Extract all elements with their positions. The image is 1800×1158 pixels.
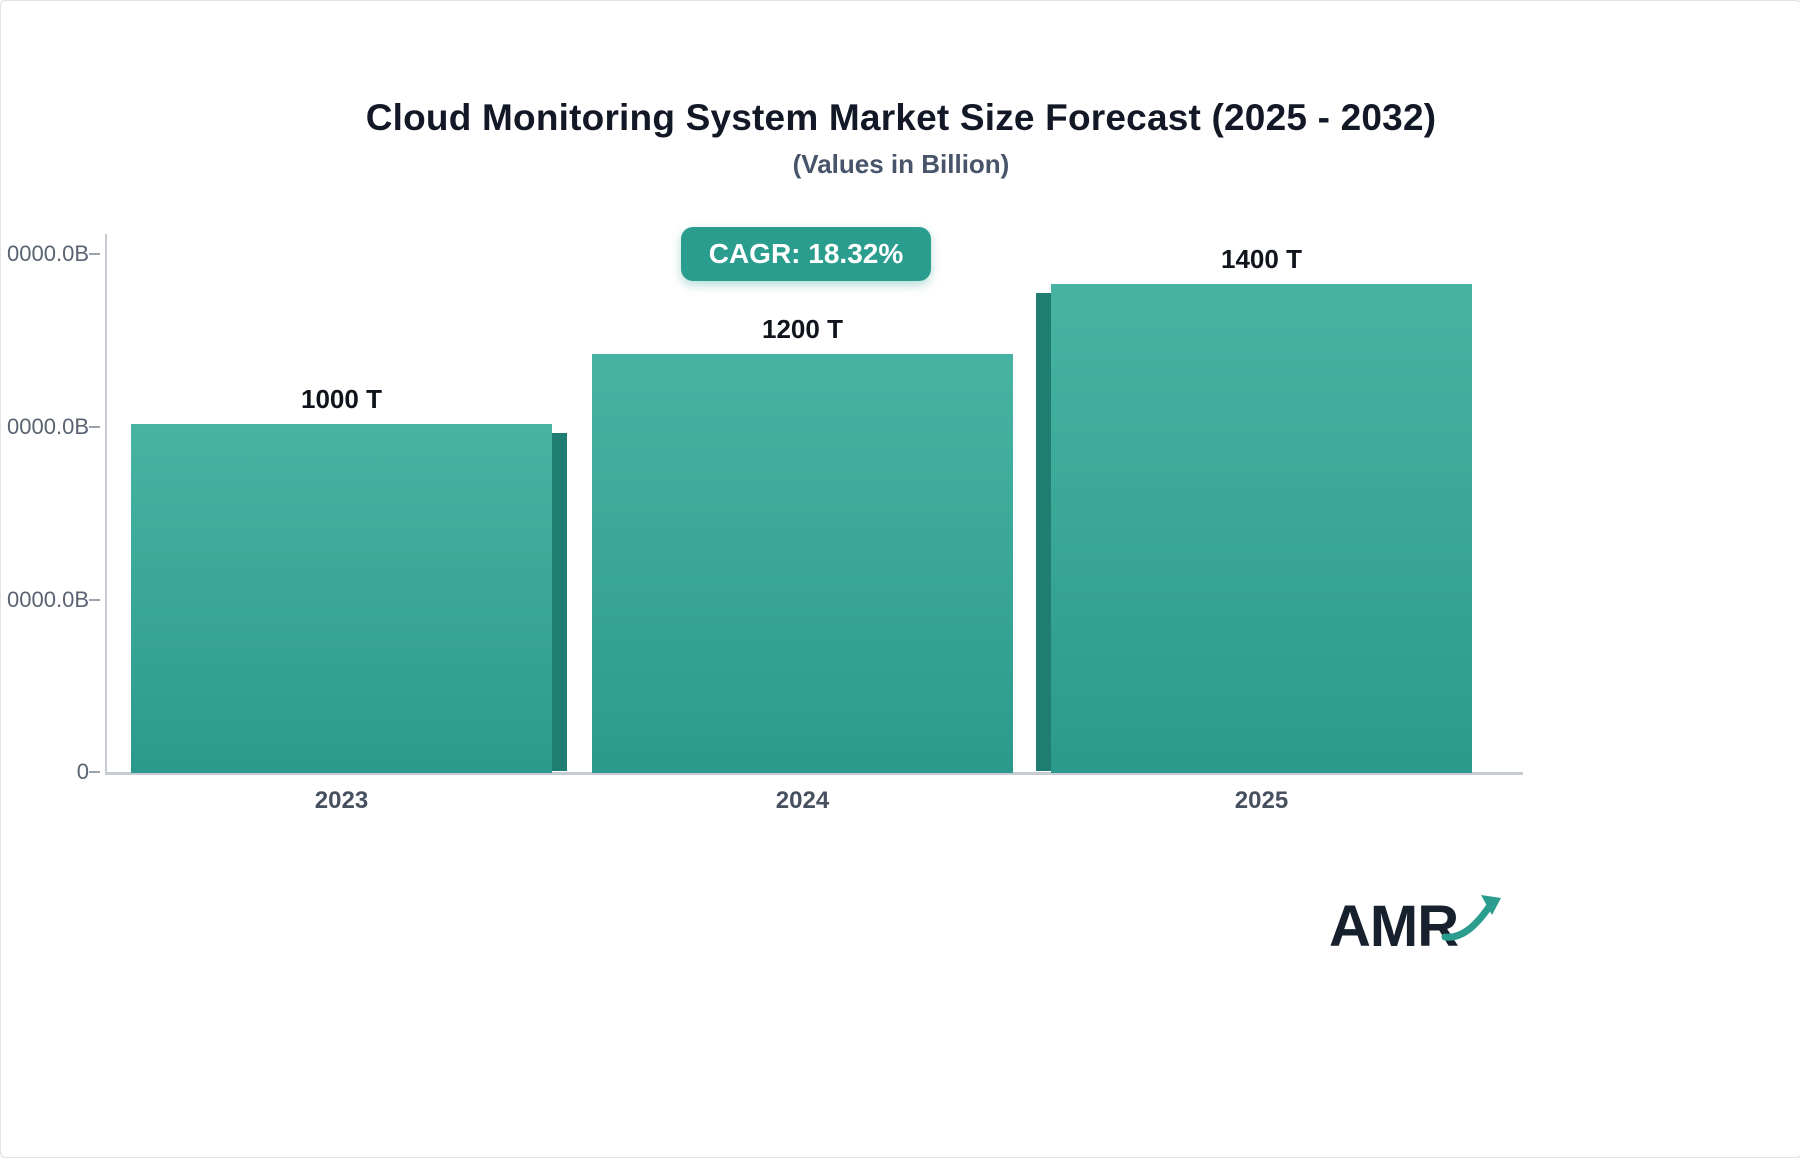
y-axis-tick-mark xyxy=(89,253,100,255)
y-axis-tick-label: 0 xyxy=(76,759,89,784)
y-axis-line xyxy=(105,234,107,774)
bar-value-label-2023: 1000 T xyxy=(301,384,382,414)
bar-2025 xyxy=(1051,284,1472,773)
amr-logo: AMR xyxy=(1329,891,1509,963)
y-axis-tick-mark xyxy=(89,599,100,601)
y-axis-tick-mark xyxy=(89,426,100,428)
chart-subtitle: (Values in Billion) xyxy=(792,149,1010,179)
x-axis-category-2024: 2024 xyxy=(775,787,830,814)
bar-value-label-2025: 1400 T xyxy=(1221,244,1302,274)
amr-logo-text: AMR xyxy=(1329,894,1459,959)
bar-3d-side-2023 xyxy=(552,433,567,771)
y-axis-tick-label: 0000.0B xyxy=(7,414,89,439)
x-axis-category-2023: 2023 xyxy=(314,787,369,814)
growth-arrow-icon xyxy=(1441,895,1501,941)
cagr-badge-label: CAGR: 18.32% xyxy=(708,238,904,269)
bar-2024 xyxy=(592,354,1013,773)
y-axis-tick-mark xyxy=(89,771,100,773)
cagr-badge: CAGR: 18.32% xyxy=(681,227,931,281)
y-axis-tick-label: 0000.0B xyxy=(7,587,89,612)
bar-3d-side-2025 xyxy=(1036,293,1051,771)
x-axis-line xyxy=(105,772,1523,775)
bar-2023 xyxy=(131,424,552,773)
x-axis-category-2025: 2025 xyxy=(1234,787,1289,814)
chart-title: Cloud Monitoring System Market Size Fore… xyxy=(365,97,1437,138)
y-axis-tick-label: 0000.0B xyxy=(7,241,89,266)
bar-value-label-2024: 1200 T xyxy=(762,314,843,344)
